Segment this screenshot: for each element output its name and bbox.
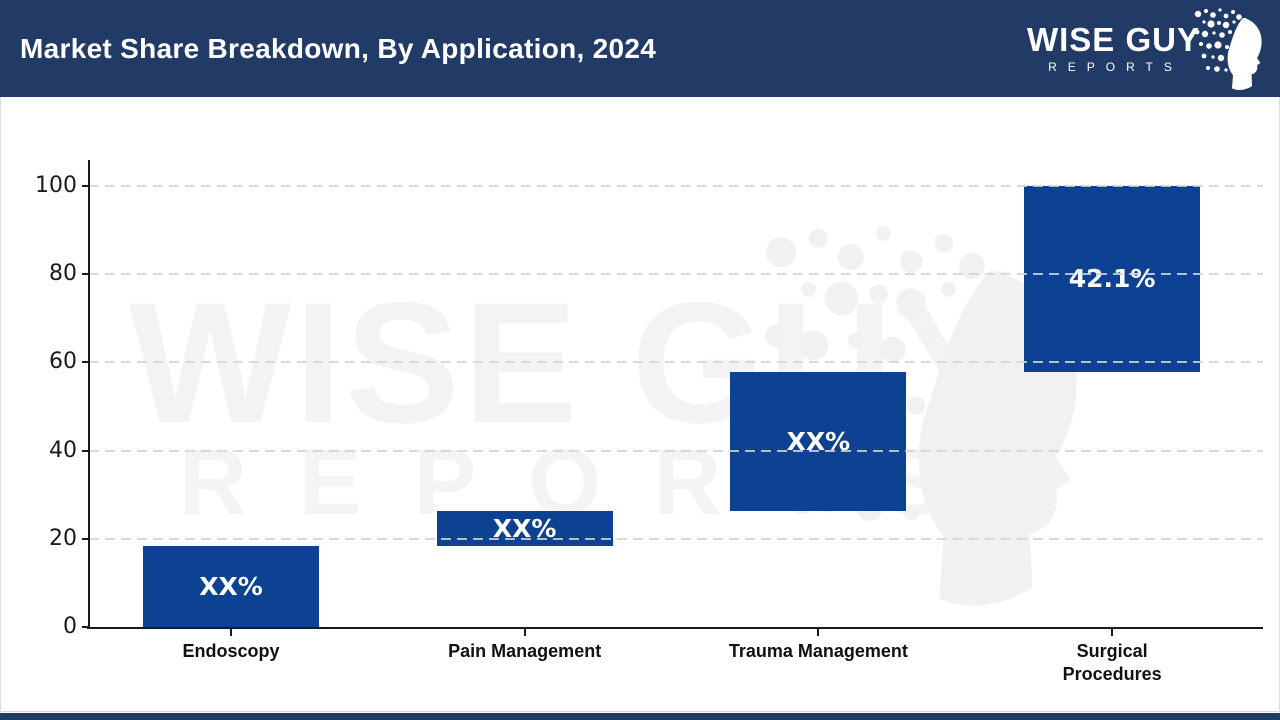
y-tick-label: 0 [63,614,77,639]
footer-band [0,713,1280,720]
x-tick-mark [1111,629,1114,636]
x-tick-mark [817,629,820,636]
y-tick-label: 100 [35,173,77,198]
gridline [89,361,1263,364]
category-label: Pain Management [448,641,602,661]
y-tick-label: 60 [49,349,77,375]
logo-wordmark-block: WISE GUY REPORTS [1027,23,1200,74]
gridline [89,273,1263,276]
category-label: Endoscopy [182,641,280,661]
x-tick-mark [230,629,232,636]
category-label: Trauma Management [728,641,908,661]
y-tick-mark [82,626,89,628]
y-tick-label: 80 [49,261,77,287]
bar: XX% [436,510,613,546]
y-axis-line [88,159,90,629]
x-tick-mark [523,629,526,636]
bar-value-label: 42.1% [1068,264,1156,294]
gridline [89,185,1263,187]
y-tick-mark [82,537,89,540]
category-label: Surgical Procedures [1062,641,1162,684]
gridline [89,449,1263,452]
chart-area: WISE GUY REPORTS 0 20 40 60 80 100 XX% Endoscop… [0,97,1280,713]
page-title: Market Share Breakdown, By Application, … [20,32,657,64]
x-axis-line [87,627,1263,629]
logo-reports-text: REPORTS [1048,60,1183,74]
y-tick-label: 40 [49,437,77,463]
y-tick-mark [82,185,89,187]
figure-border-line [0,711,1280,712]
gridline [89,537,1263,540]
bar: XX% [730,371,907,511]
bar: XX% [143,545,319,627]
y-tick-mark [82,361,89,364]
y-tick-mark [82,449,89,452]
y-tick-label: 20 [49,525,77,551]
bar-value-label: XX% [199,571,263,601]
bar: 42.1% [1024,186,1201,372]
dot-face-icon [1190,6,1266,92]
y-tick-mark [82,273,89,276]
brand-logo: WISE GUY REPORTS [1027,6,1280,92]
logo-wordmark: WISE GUY [1026,21,1200,58]
header-band: Market Share Breakdown, By Application, … [0,0,1280,97]
